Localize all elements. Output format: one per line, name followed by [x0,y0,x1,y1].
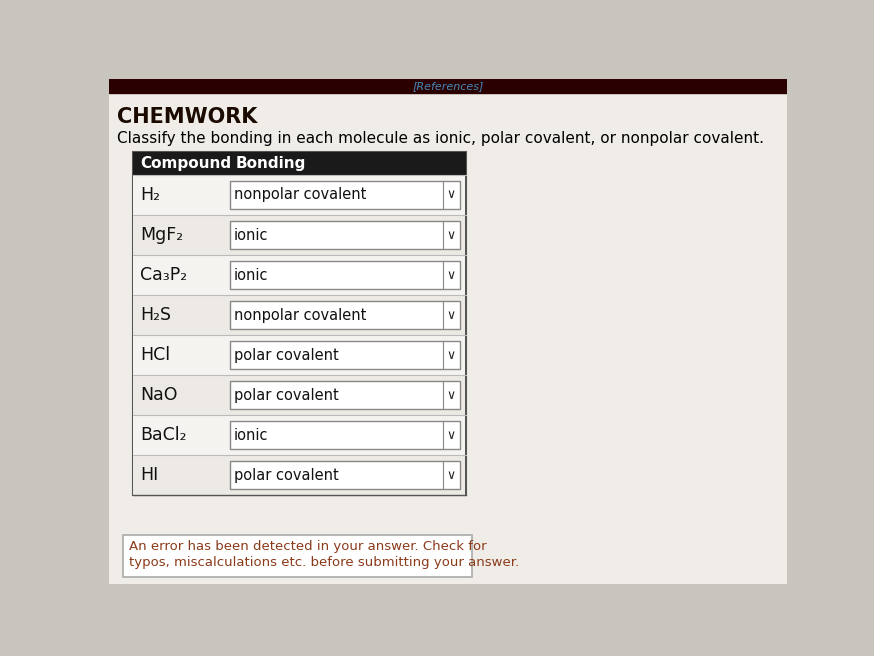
Bar [230,301,460,329]
Bar [133,335,465,375]
Text: ionic: ionic [234,268,268,283]
Text: ionic: ionic [234,228,268,243]
Bar [230,221,460,249]
Text: CHEMWORK: CHEMWORK [117,107,257,127]
Text: ∨: ∨ [447,469,455,482]
Text: ∨: ∨ [447,268,455,281]
Text: ∨: ∨ [447,429,455,441]
Text: Compound: Compound [140,156,232,171]
Text: polar covalent: polar covalent [234,468,339,483]
Text: polar covalent: polar covalent [234,388,339,403]
Text: BaCl₂: BaCl₂ [140,426,187,444]
Bar [133,415,465,455]
Text: H₂S: H₂S [140,306,171,324]
Bar [133,175,465,215]
Text: ∨: ∨ [447,228,455,241]
Text: nonpolar covalent: nonpolar covalent [234,188,366,203]
Text: NaO: NaO [140,386,177,404]
Text: nonpolar covalent: nonpolar covalent [234,308,366,323]
Bar [133,215,465,255]
Text: ∨: ∨ [447,389,455,401]
Bar [230,261,460,289]
Text: Bonding: Bonding [236,156,306,171]
Bar [230,421,460,449]
Text: Classify the bonding in each molecule as ionic, polar covalent, or nonpolar cova: Classify the bonding in each molecule as… [117,131,764,146]
Bar [133,375,465,415]
Text: ∨: ∨ [447,308,455,321]
Bar [109,79,787,92]
Text: [References]: [References] [413,81,483,91]
Text: ∨: ∨ [447,188,455,201]
Text: HCl: HCl [140,346,170,364]
Text: ∨: ∨ [447,348,455,361]
Bar [230,381,460,409]
Text: HI: HI [140,466,158,484]
Bar [133,152,466,495]
Bar [133,255,465,295]
Text: MgF₂: MgF₂ [140,226,184,244]
Bar [230,341,460,369]
Bar [133,295,465,335]
Text: H₂: H₂ [140,186,160,204]
Bar [230,461,460,489]
Bar [230,181,460,209]
Text: An error has been detected in your answer. Check for: An error has been detected in your answe… [129,541,487,554]
Text: ionic: ionic [234,428,268,443]
Text: polar covalent: polar covalent [234,348,339,363]
Bar [133,152,466,175]
Text: typos, miscalculations etc. before submitting your answer.: typos, miscalculations etc. before submi… [129,556,519,569]
Text: Ca₃P₂: Ca₃P₂ [140,266,187,284]
Bar [123,535,472,577]
Bar [133,455,465,495]
